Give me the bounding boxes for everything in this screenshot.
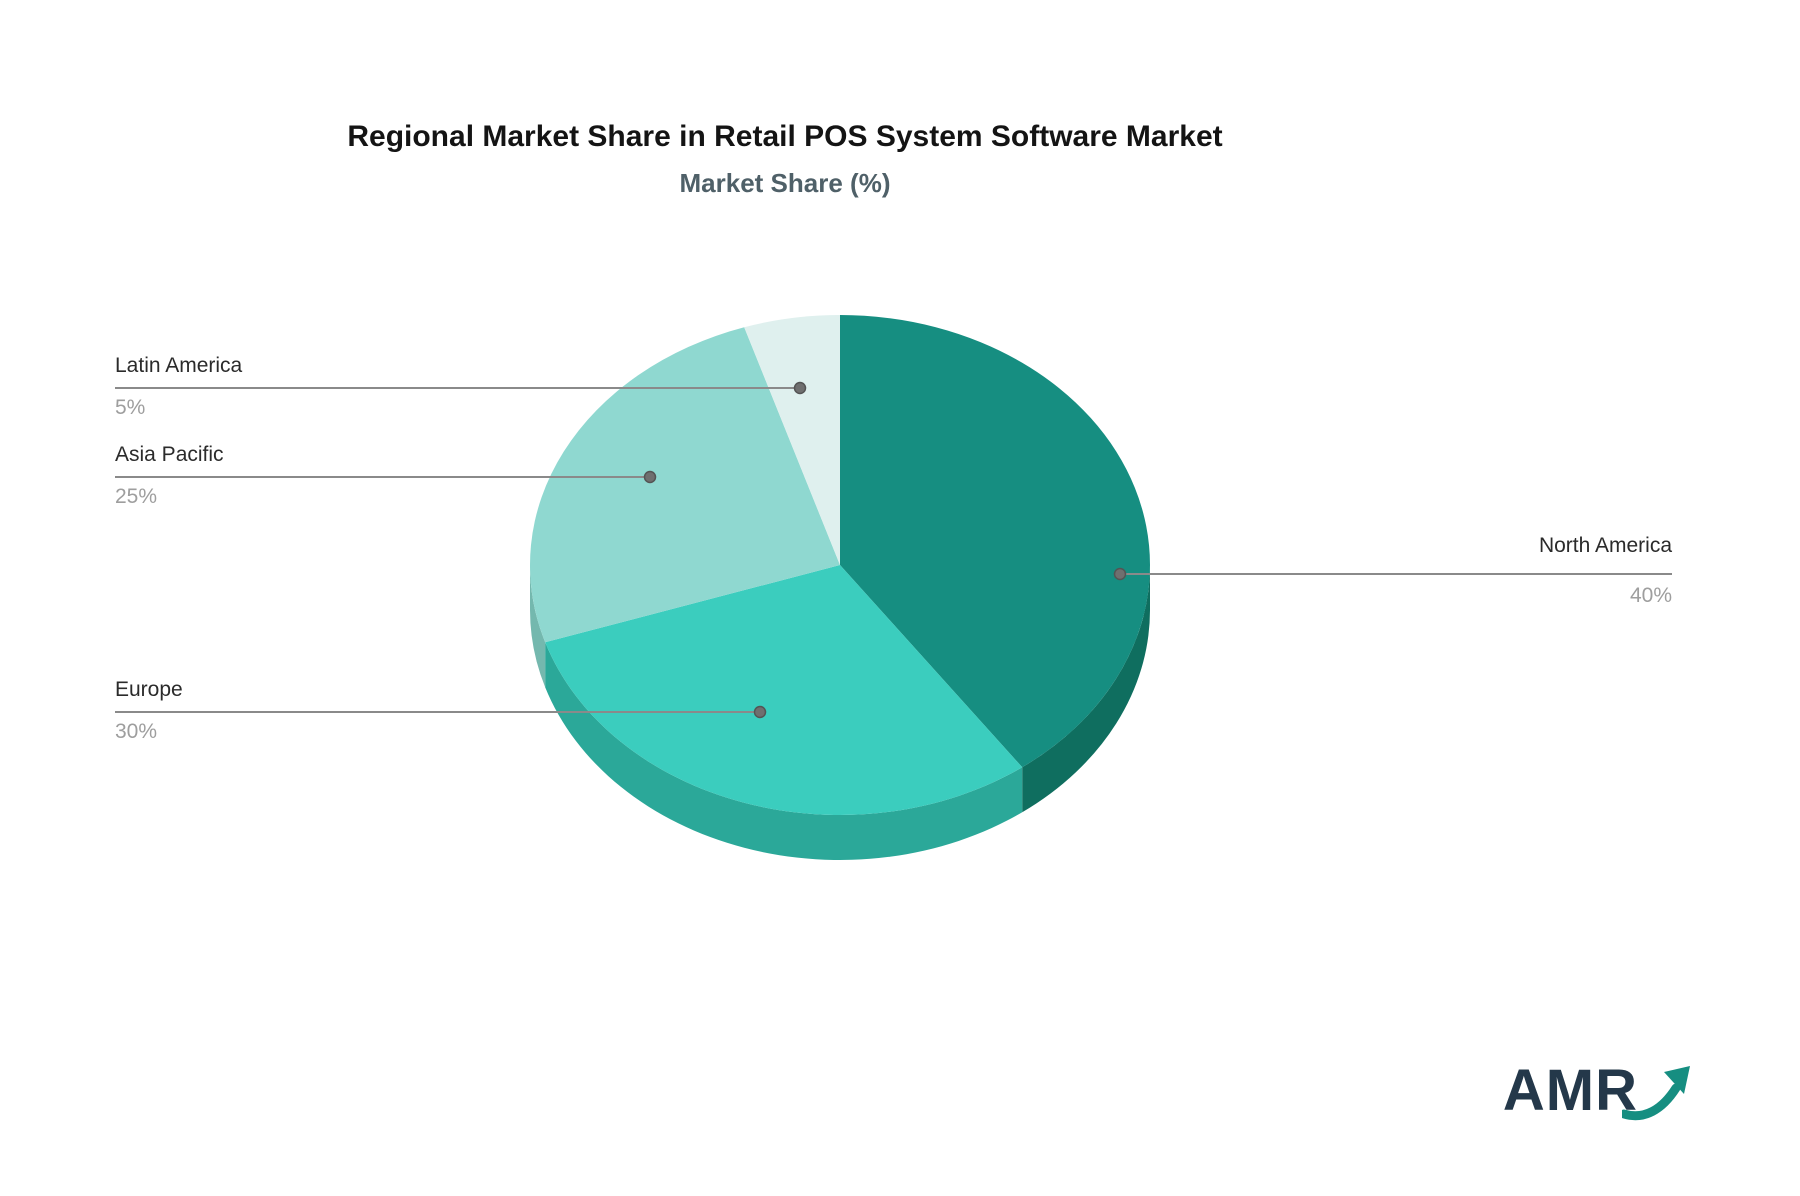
slice-value-asia-pacific: 25% (115, 485, 158, 508)
leader-dot-latin-america (793, 381, 807, 395)
logo-text: AMR (1502, 1058, 1638, 1123)
logo-arrow-icon (1622, 1066, 1690, 1121)
pie-slice-europe (545, 565, 1023, 816)
slice-value-latin-america: 5% (115, 396, 146, 419)
pie-slice-side-asia-pacific (530, 565, 546, 688)
pie-slice-asia-pacific (530, 327, 840, 643)
slice-value-europe: 30% (115, 720, 158, 743)
leader-dot-asia-pacific (643, 470, 657, 484)
leader-dot-north-america (1113, 567, 1127, 581)
slice-value-north-america: 40% (1629, 584, 1672, 607)
chart-subtitle: Market Share (%) (679, 168, 891, 198)
pie-slice-side-europe (545, 642, 1023, 860)
logo: AMR (1503, 1062, 1700, 1130)
slice-label-latin-america: Latin America (115, 354, 243, 377)
leader-dot-europe (753, 705, 767, 719)
slice-label-north-america: North America (1538, 534, 1672, 557)
chart-title: Regional Market Share in Retail POS Syst… (347, 120, 1223, 153)
pie-slice-side-north-america (1022, 565, 1150, 813)
pie-slice-north-america (840, 315, 1150, 768)
slice-label-asia-pacific: Asia Pacific (115, 443, 224, 466)
pie-slice-latin-america (744, 315, 840, 565)
slice-label-europe: Europe (115, 678, 183, 701)
